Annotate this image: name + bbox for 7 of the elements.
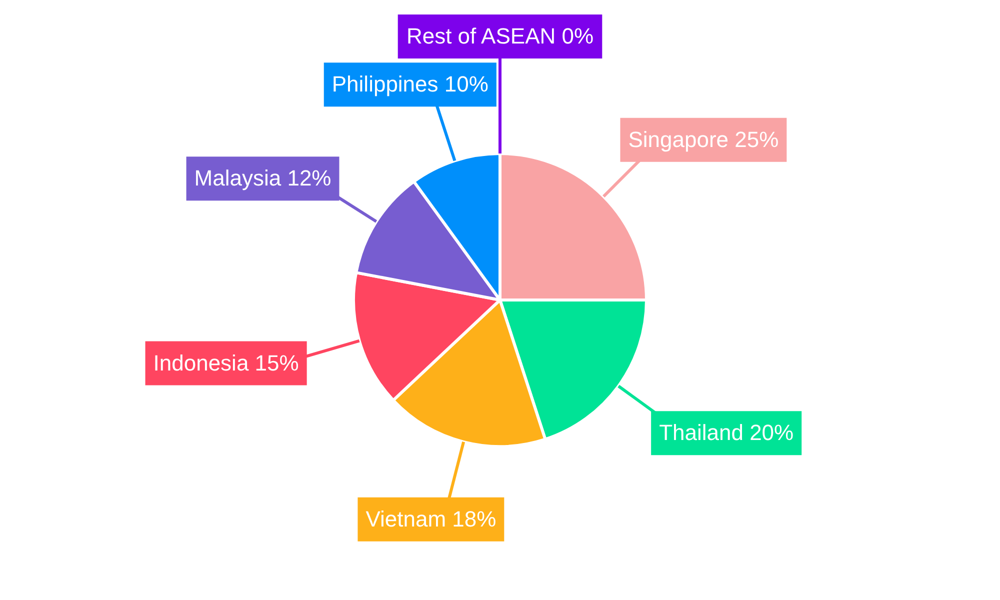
slice-label: Indonesia 15% [153, 350, 299, 376]
slice-label: Vietnam 18% [366, 506, 496, 532]
category-label: Rest of ASEAN 0% [406, 24, 594, 49]
slice-label: Malaysia 12% [194, 166, 332, 191]
slice-label: Philippines 10% [332, 72, 488, 97]
slice-label: Thailand 20% [659, 420, 794, 446]
slice-label: Singapore 25% [628, 126, 779, 152]
